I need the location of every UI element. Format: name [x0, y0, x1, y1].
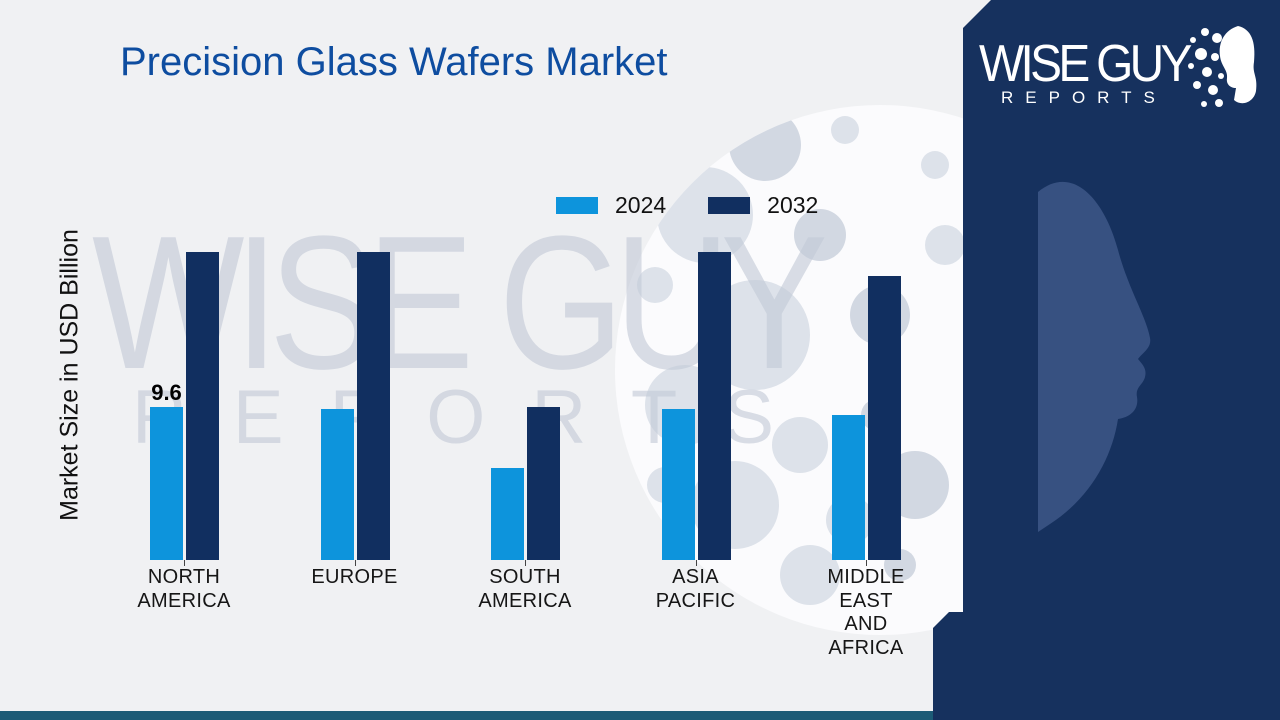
- legend-label-2024: 2024: [615, 192, 667, 218]
- bar-value-label: 9.6: [151, 380, 182, 405]
- bar-2024-asia-pacific: [661, 409, 695, 560]
- brand-logo-wordmark: WISE GUY: [979, 35, 1192, 93]
- bar-2032-middle-east-and-africa: [868, 276, 901, 560]
- x-axis-tick: [354, 560, 356, 566]
- bar-2024-europe: [320, 409, 354, 560]
- bar-2024-south-america: [491, 468, 524, 560]
- decor-bubble: [780, 545, 840, 605]
- category-label-north-america: NORTH AMERICA: [137, 566, 231, 612]
- category-label-europe: EUROPE: [311, 566, 398, 588]
- decor-bubble: [657, 167, 753, 263]
- decor-bubble: [925, 225, 965, 265]
- face-profile-icon: [1038, 181, 1151, 532]
- x-axis-tick: [525, 560, 526, 566]
- bar-2032-europe: [356, 252, 390, 560]
- decor-bubble: [637, 267, 673, 303]
- x-axis-tick: [184, 560, 185, 566]
- bar-2024-north-america: [150, 407, 183, 560]
- brand-logo-head-icon: [1188, 26, 1257, 107]
- category-label-asia-pacific: ASIA PACIFIC: [655, 566, 736, 612]
- bottom-strip: [0, 711, 1280, 720]
- legend: 2024 2032: [556, 192, 860, 219]
- bar-2024-middle-east-and-africa: [832, 415, 865, 560]
- legend-swatch-2032: [708, 197, 751, 214]
- legend-item-2024: 2024: [556, 192, 666, 219]
- category-label-middle-east-and-africa: MIDDLE EAST AND AFRICA: [827, 566, 905, 659]
- bar-2032-asia-pacific: [697, 252, 731, 560]
- legend-item-2032: 2032: [708, 192, 818, 219]
- decor-bubble: [831, 116, 859, 144]
- decor-bubble: [772, 417, 828, 473]
- brand-logo: WISE GUY REPORTS: [963, 0, 1280, 140]
- decor-bubble: [729, 109, 801, 181]
- category-label-south-america: SOUTH AMERICA: [478, 566, 572, 612]
- x-axis-tick: [695, 560, 697, 566]
- legend-swatch-2024: [556, 197, 598, 214]
- y-axis-label: Market Size in USD Billion: [55, 229, 84, 521]
- x-axis-tick: [866, 560, 867, 566]
- decor-bubble: [921, 151, 949, 179]
- bar-2032-north-america: [186, 252, 219, 560]
- legend-label-2032: 2032: [767, 192, 819, 218]
- decor-bubble: [794, 209, 846, 261]
- brand-panel-corner: [933, 612, 1013, 720]
- page-title: Precision Glass Wafers Market: [120, 40, 668, 84]
- bar-2032-south-america: [527, 407, 560, 560]
- brand-logo-sub: REPORTS: [1001, 88, 1167, 107]
